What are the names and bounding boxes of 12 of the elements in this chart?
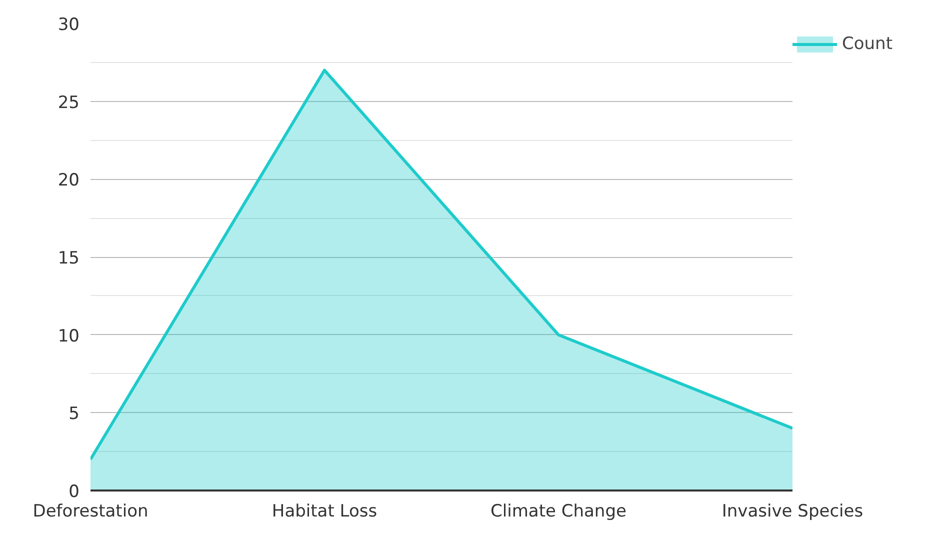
y-tick-label: 20	[58, 170, 80, 191]
y-tick-label: 10	[58, 326, 80, 346]
y-tick-label: 0	[68, 482, 80, 502]
x-tick-label: Deforestation	[32, 502, 148, 522]
y-tick-label: 25	[58, 92, 80, 113]
y-tick-label: 5	[68, 404, 80, 424]
x-tick-label: Climate Change	[490, 502, 626, 522]
x-tick-label: Invasive Species	[722, 502, 864, 522]
x-tick-label: Habitat Loss	[272, 502, 378, 522]
legend-label: Count	[842, 34, 892, 54]
y-tick-label: 15	[58, 248, 80, 268]
y-tick-label: 30	[58, 15, 80, 35]
